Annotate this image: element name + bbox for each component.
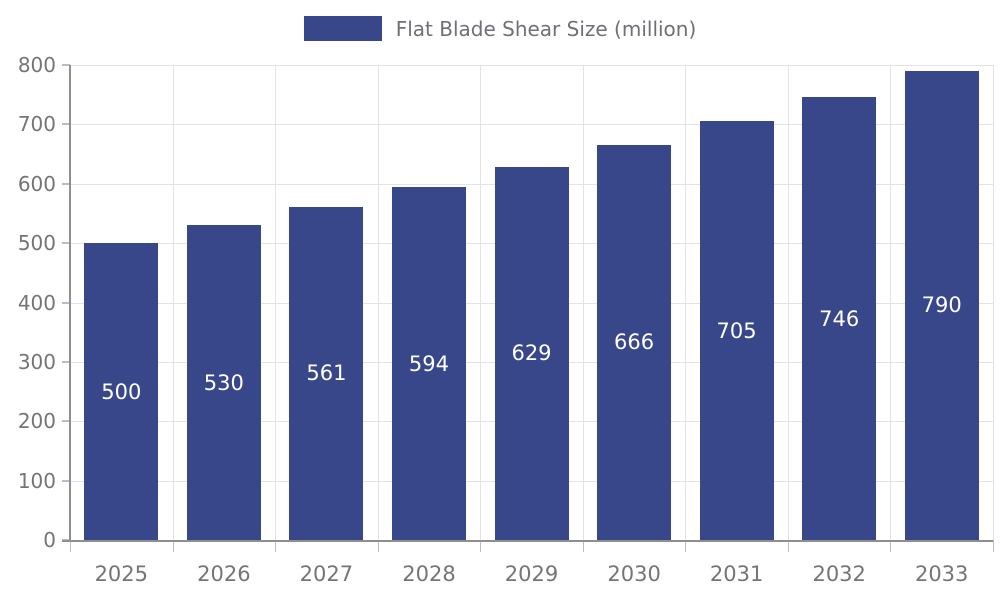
x-axis-tick (480, 540, 482, 552)
gridline-vertical (480, 65, 482, 540)
y-axis-tick (62, 64, 70, 66)
gridline-vertical (377, 65, 379, 540)
y-axis-tick (62, 301, 70, 304)
x-axis-tick (377, 540, 379, 552)
y-axis-label-800: 800 (17, 53, 56, 77)
bar-value-label-2026: 530 (203, 370, 244, 395)
y-axis-label-0: 0 (43, 528, 56, 552)
bar-2026: 530 (186, 225, 261, 540)
gridline-vertical (890, 65, 892, 540)
x-axis-label-2028: 2028 (402, 562, 456, 586)
x-axis-line (62, 540, 993, 542)
legend-label: Flat Blade Shear Size (million) (395, 16, 697, 41)
y-axis-label-600: 600 (17, 171, 56, 196)
bar-value-label-2029: 629 (511, 341, 552, 366)
y-axis-label-500: 500 (17, 231, 56, 256)
x-axis-label-2032: 2032 (812, 562, 866, 586)
bar-2031: 705 (699, 121, 774, 540)
bar-2030: 666 (597, 144, 672, 540)
bar-2028: 594 (391, 187, 466, 540)
bar-2025: 500 (84, 243, 159, 540)
x-axis-tick (685, 540, 687, 552)
x-axis-label-2027: 2027 (299, 562, 354, 586)
bar-2027: 561 (289, 206, 364, 540)
legend-swatch (303, 16, 382, 41)
y-axis-label-300: 300 (17, 349, 56, 374)
bar-2029: 629 (494, 166, 569, 540)
gridline-vertical (172, 65, 174, 540)
bar-2033: 790 (904, 70, 979, 540)
y-axis-line (69, 65, 71, 540)
gridline-vertical (685, 65, 687, 540)
x-axis-label-2033: 2033 (914, 562, 969, 586)
gridline-vertical (787, 65, 789, 540)
gridline-vertical (275, 65, 277, 540)
bar-value-label-2031: 705 (716, 318, 757, 343)
y-axis-label-400: 400 (17, 290, 56, 315)
legend[interactable]: Flat Blade Shear Size (million) (0, 16, 1000, 41)
y-axis-tick (62, 123, 70, 126)
x-axis-tick (172, 540, 174, 552)
y-axis-tick (62, 242, 70, 245)
y-axis-label-200: 200 (17, 409, 56, 434)
x-axis-label-2030: 2030 (607, 562, 661, 586)
bar-value-label-2027: 561 (306, 361, 347, 386)
x-axis-tick (787, 540, 789, 552)
x-axis-tick (70, 540, 71, 552)
x-axis-label-2029: 2029 (504, 562, 559, 586)
x-axis-tick (993, 540, 994, 552)
bar-value-label-2033: 790 (921, 293, 962, 318)
bar-value-label-2028: 594 (408, 351, 449, 376)
gridline-horizontal (70, 65, 993, 66)
gridline-vertical (993, 65, 994, 540)
x-axis-label-2031: 2031 (709, 562, 764, 586)
y-axis-tick (62, 182, 70, 185)
y-axis-tick (62, 420, 70, 423)
x-axis-tick (582, 540, 584, 552)
bar-value-label-2032: 746 (819, 306, 860, 331)
x-axis-label-2026: 2026 (197, 562, 251, 586)
y-axis-tick (62, 360, 70, 363)
x-axis-tick (890, 540, 892, 552)
y-axis-label-700: 700 (17, 112, 56, 137)
y-axis-tick (62, 479, 70, 482)
x-axis-label-2025: 2025 (94, 562, 149, 586)
gridline-horizontal (70, 124, 993, 126)
x-axis-tick (275, 540, 277, 552)
bar-2032: 746 (802, 97, 877, 540)
bar-value-label-2025: 500 (101, 379, 142, 404)
gridline-vertical (582, 65, 584, 540)
y-axis-label-100: 100 (17, 468, 56, 493)
bar-value-label-2030: 666 (614, 330, 655, 355)
